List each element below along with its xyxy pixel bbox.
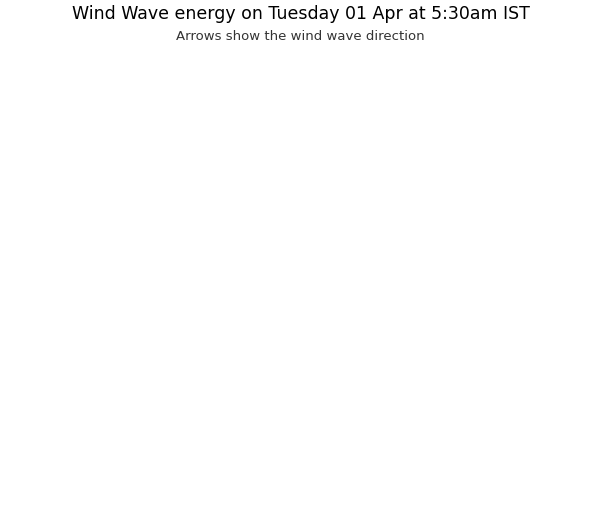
Text: Arrows show the wind wave direction: Arrows show the wind wave direction [176, 30, 425, 43]
Text: Wind Wave energy on Tuesday 01 Apr at 5:30am IST: Wind Wave energy on Tuesday 01 Apr at 5:… [72, 5, 529, 23]
Text: Install cartopy for map rendering: Install cartopy for map rendering [139, 270, 462, 289]
